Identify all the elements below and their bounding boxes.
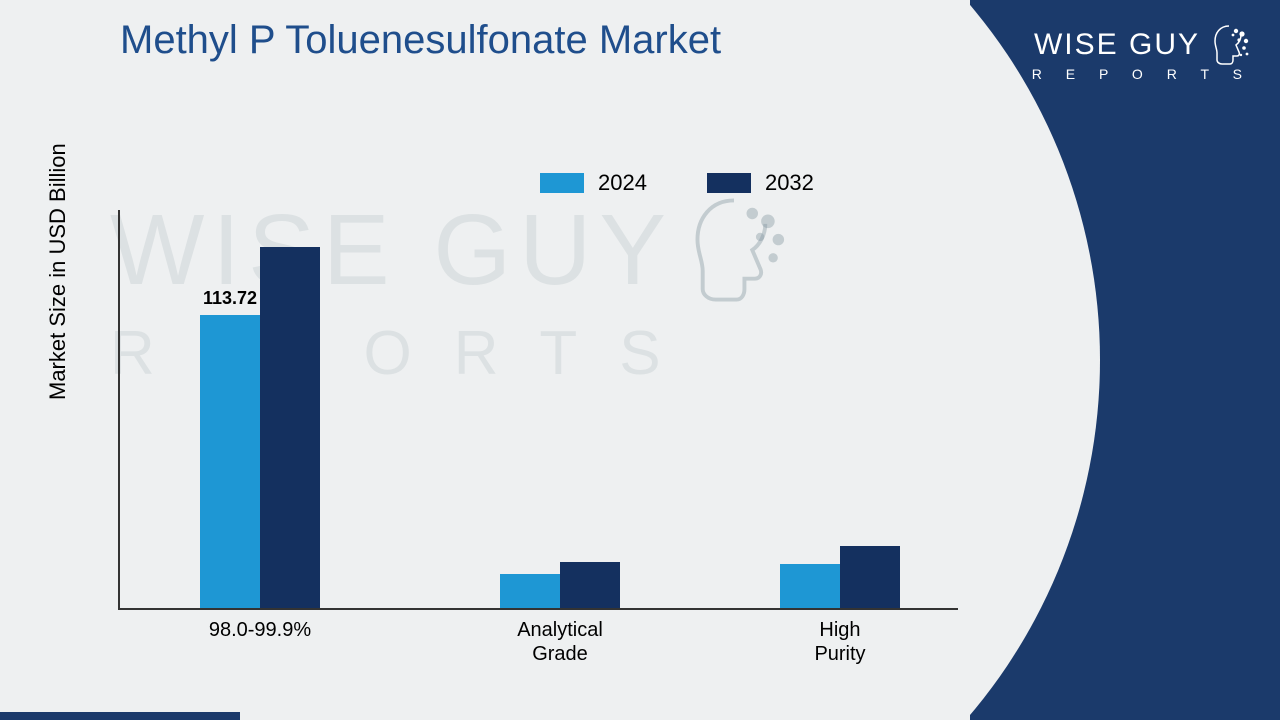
bar (840, 546, 900, 608)
chart-title: Methyl P Toluenesulfonate Market (120, 18, 721, 63)
bar (500, 574, 560, 608)
y-axis-label: Market Size in USD Billion (45, 143, 71, 400)
x-axis-category-label: Analytical Grade (460, 618, 660, 666)
legend-label: 2032 (765, 170, 814, 196)
brand-logo: WISE GUY R E P O R T S (1032, 22, 1252, 82)
legend-label: 2024 (598, 170, 647, 196)
logo-text-line1: WISE GUY (1034, 28, 1200, 62)
bar-chart: Market Size in USD Billion 20242032 113.… (100, 150, 980, 650)
legend-item: 2024 (540, 170, 647, 196)
legend-item: 2032 (707, 170, 814, 196)
bar (260, 247, 320, 608)
logo-head-icon (1206, 22, 1252, 68)
logo-text-line2: R E P O R T S (1032, 66, 1252, 82)
bottom-accent-bar (0, 712, 240, 720)
legend-swatch (540, 173, 584, 193)
x-axis-category-label: High Purity (740, 618, 940, 666)
right-panel (970, 0, 1280, 720)
bar (200, 315, 260, 608)
chart-legend: 2024 2032 (540, 170, 814, 196)
legend-swatch (707, 173, 751, 193)
chart-plot-area: 113.7298.0-99.9%Analytical GradeHigh Pur… (118, 210, 958, 610)
bar (560, 562, 620, 608)
bar (780, 564, 840, 608)
x-axis-category-label: 98.0-99.9% (160, 618, 360, 642)
